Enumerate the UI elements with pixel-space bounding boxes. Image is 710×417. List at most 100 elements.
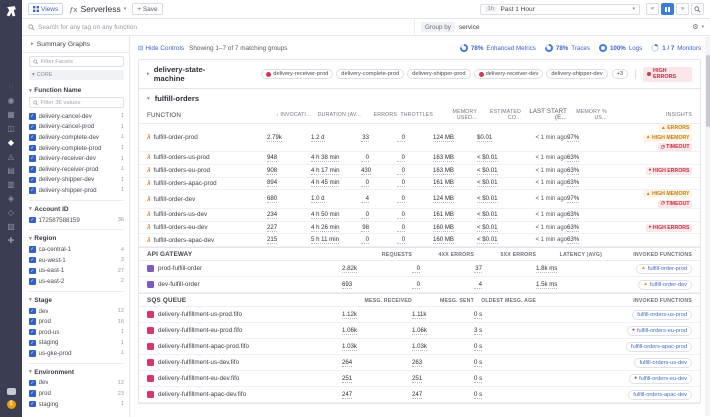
throttles-value[interactable]: 0 [397,211,405,219]
errors-value[interactable]: 0 [361,236,369,245]
facet-item[interactable]: ✓ delivery-cancel-dev 1 [29,111,124,122]
serverless-icon[interactable]: ◆ [7,138,15,147]
tag-search[interactable] [28,23,414,31]
chevron-down-icon[interactable]: ▾ [701,24,704,30]
5xx-value[interactable]: 37 [474,264,482,273]
function-pill[interactable]: delivery-receiver-dev [473,69,544,79]
received-value[interactable]: 1.06k [342,326,357,335]
checkbox-checked-icon[interactable]: ✓ [29,379,36,387]
4xx-value[interactable]: 0 [412,265,420,273]
facet-item[interactable]: ✓ prod 16 [29,316,124,327]
invoked-function-pill[interactable]: ▲ fulfill-order-dev [638,279,692,290]
function-name[interactable]: fulfill-orders-apac-dev [153,236,215,244]
col-invoked-functions[interactable]: INVOKED FUNCTIONS [633,251,692,258]
facet-item[interactable]: ✓ us-east-2 2 [29,276,124,287]
col-errors[interactable]: ERRORS [373,112,397,118]
latency-value[interactable]: 1.5k ms [536,280,558,289]
col-function[interactable]: FUNCTION [147,111,182,119]
function-name[interactable]: fulfill-orders-us-dev [153,211,208,219]
cost-value[interactable]: < $0.01 [477,166,498,175]
invoked-function-pill[interactable]: ▲ fulfill-order-prod [636,263,692,274]
sqs-table-row[interactable]: delivery-fulfillment-us-dev.fifo 264 263… [139,355,700,372]
group-by-control[interactable]: Group by service ⚙ ▾ [414,19,704,35]
chevron-right-icon[interactable]: ▸ [147,71,150,77]
group-row-fulfill-orders[interactable]: ▾ fulfill-orders [139,89,700,106]
memory-pct-value[interactable]: 63% [567,210,580,219]
lambda-table-row[interactable]: λ fulfill-orders-apac-prod 894 4 h 45 mi… [139,178,700,191]
oldest-value[interactable]: 3 s [474,326,483,335]
errors-value[interactable]: 430 [361,166,372,175]
errors-value[interactable]: 33 [361,133,369,142]
api-gateway-name[interactable]: dev-fulfill-order [158,281,200,289]
cost-value[interactable]: < $0.01 [477,223,498,232]
invoked-function-pill[interactable]: fulfill-orders-us-prod [632,309,692,320]
duration-value[interactable]: 4 h 26 min [311,223,340,232]
pause-button[interactable] [661,3,674,15]
checkbox-checked-icon[interactable]: ✓ [29,113,36,120]
views-button[interactable]: Views [28,3,64,15]
checkbox-checked-icon[interactable]: ✓ [29,328,36,336]
col-memory-pct[interactable]: MEMORY % US... [576,109,607,121]
invoked-function-pill[interactable]: fulfill-orders-us-dev [634,357,692,368]
checkbox-checked-icon[interactable]: ✓ [29,176,36,184]
facet-item[interactable]: ✓ us-gke-prod 1 [29,348,124,359]
facet-section-header[interactable]: ▾ Function Name [29,87,124,94]
throttles-value[interactable]: 0 [397,224,405,232]
invocations-value[interactable]: 948 [267,153,278,162]
function-name[interactable]: fulfill-orders-eu-prod [153,167,210,175]
facet-section-header[interactable]: ▾ Environment [29,369,124,376]
col-insights[interactable]: INSIGHTS [665,112,692,118]
insight-badge[interactable]: ● HIGH ERRORS [645,223,692,232]
facet-section-header[interactable]: ▾ Account ID [29,206,124,213]
scrollbar-thumb[interactable] [705,55,710,127]
sqs-queue-name[interactable]: delivery-fulfillment-apac-prod.fifo [158,343,249,351]
col-invoked-functions[interactable]: INVOKED FUNCTIONS [633,297,692,304]
facet-section-header[interactable]: ▾ Stage [29,297,124,304]
oldest-value[interactable]: 0 s [474,374,483,383]
invocations-value[interactable]: 227 [267,223,278,232]
lambda-table-row[interactable]: λ fulfill-orders-apac-dev 215 5 h 11 min… [139,234,700,248]
facet-item[interactable]: ✓ staging 1 [29,338,124,349]
lambda-table-row[interactable]: λ fulfill-orders-us-prod 948 4 h 38 min … [139,152,700,165]
checkbox-checked-icon[interactable]: ✓ [29,134,36,141]
facet-item[interactable]: ✓ delivery-cancel-prod 1 [29,122,124,133]
col-mesg-received[interactable]: MESG. RECEIVED [364,297,412,304]
checkbox-checked-icon[interactable]: ✓ [29,123,36,131]
errors-value[interactable]: 0 [361,154,369,162]
col-mesg-sent[interactable]: MESG. SENT [440,297,474,304]
duration-value[interactable]: 4 h 38 min [311,153,340,162]
col-latency[interactable]: LATENCY (AVG) [559,251,602,258]
duration-value[interactable]: 1.2 d [311,133,325,142]
invoked-function-pill[interactable]: fulfill-orders-apac-dev [628,389,692,400]
throttles-value[interactable]: 0 [397,154,405,162]
facet-item[interactable]: ✓ delivery-complete-dev 1 [29,132,124,143]
sqs-queue-name[interactable]: delivery-fulfillment-us-prod.fifo [158,311,242,319]
facet-item[interactable]: ✓ staging 1 [29,399,124,410]
received-value[interactable]: 264 [342,358,353,367]
duration-value[interactable]: 4 h 45 min [311,179,340,188]
checkbox-checked-icon[interactable]: ✓ [29,318,36,325]
hide-controls-button[interactable]: ⊟ Hide Controls [138,44,185,53]
memory-pct-value[interactable]: 63% [567,179,580,188]
latency-value[interactable]: 1.8k ms [536,264,558,273]
function-pill[interactable]: delivery-complete-prod [336,69,405,79]
sent-value[interactable]: 263 [412,358,423,367]
memory-value[interactable]: 124 MB [433,133,455,142]
col-estimated-cost[interactable]: ESTIMATED CO... [489,109,521,121]
api-gateway-name[interactable]: prod-fulfill-order [158,265,203,273]
sqs-queue-name[interactable]: delivery-fulfillment-eu-prod.fifo [158,327,243,335]
requests-value[interactable]: 693 [342,280,353,289]
checkbox-checked-icon[interactable]: ✓ [29,256,36,264]
lambda-table-row[interactable]: λ fulfill-orders-eu-dev 227 4 h 26 min 9… [139,222,700,235]
col-requests[interactable]: REQUESTS [381,251,412,258]
oldest-value[interactable]: 0 s [474,358,483,367]
chevron-down-icon[interactable]: ▾ [147,95,150,102]
function-name[interactable]: fulfill-order-prod [153,134,198,141]
invocations-value[interactable]: 894 [267,179,278,188]
memory-pct-value[interactable]: 63% [567,153,580,162]
function-name[interactable]: fulfill-orders-apac-prod [153,179,217,187]
notebooks-icon[interactable]: ▤ [7,166,15,175]
sqs-table-row[interactable]: delivery-fulfillment-apac-dev.fifo 247 2… [139,387,700,404]
product-switcher[interactable]: ƒx Serverless ▾ [69,4,126,14]
group-by-value[interactable]: service [458,23,480,31]
